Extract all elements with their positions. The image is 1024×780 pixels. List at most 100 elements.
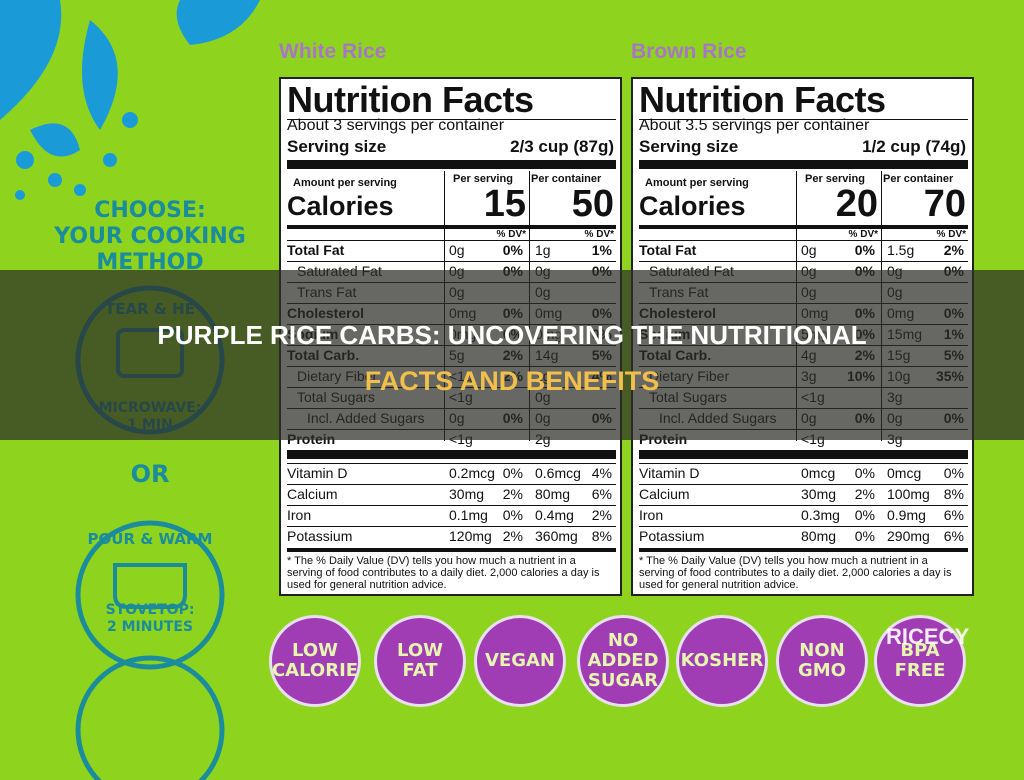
watermark: RICECY — [886, 624, 970, 649]
badge-line: GMO — [798, 660, 846, 681]
badge-line: SUGAR — [587, 670, 659, 691]
container-amount: 0.9mg — [887, 507, 926, 523]
rule — [287, 463, 616, 464]
rule — [287, 484, 616, 485]
dv-header: % DV* — [496, 229, 526, 240]
nutrient-name: Calcium — [639, 486, 690, 502]
serving-amount: 0.3mg — [801, 507, 840, 523]
title-line: PURPLE RICE CARBS: UNCOVERING THE NUTRIT… — [157, 320, 867, 350]
footnote: used for general nutrition advice. — [287, 579, 447, 591]
calories-container: 70 — [923, 183, 966, 225]
calories-serving: 20 — [835, 183, 878, 225]
serving-dv: 2% — [854, 486, 875, 502]
badge-text: VEGAN — [485, 651, 555, 671]
serving-amount: 30mg — [801, 486, 837, 502]
per-serving: Per serving — [805, 173, 865, 185]
label-title: Nutrition Facts — [287, 79, 534, 120]
container-dv: 0% — [943, 465, 964, 481]
rule — [639, 548, 968, 552]
rule — [287, 526, 616, 527]
calories-container: 50 — [571, 183, 614, 225]
calories-serving: 15 — [483, 183, 526, 225]
dv-header: % DV* — [848, 229, 878, 240]
container-dv: 6% — [591, 486, 612, 502]
badge-line: KOSHER — [680, 650, 764, 671]
per-serving: Per serving — [453, 173, 513, 185]
amount-label: Amount per serving — [293, 177, 397, 189]
nutrient-name: Calcium — [287, 486, 338, 502]
rule — [639, 225, 968, 229]
serving-size-label: Serving size — [639, 137, 739, 156]
container-dv: 8% — [943, 486, 964, 502]
container-amount: 290mg — [887, 528, 930, 544]
badge-text: LOW FAT — [397, 641, 443, 681]
badge-line: CALORIE — [271, 660, 359, 681]
serving-dv: 0% — [502, 507, 523, 523]
nutrient-name: Vitamin D — [287, 465, 348, 481]
rule — [287, 225, 616, 229]
nutrient-name: Vitamin D — [639, 465, 700, 481]
nutrient-name: Iron — [287, 507, 312, 523]
badge-text: LOW CALORIE — [272, 641, 358, 681]
nutrient-name: Total Fat — [639, 242, 697, 258]
container-dv: 6% — [943, 507, 964, 523]
rule — [639, 160, 968, 169]
label-title: Nutrition Facts — [639, 79, 886, 120]
badge-line: BPA — [900, 640, 940, 661]
footnote: serving of food contributes to a daily d… — [287, 567, 600, 579]
badge-line: LOW — [292, 640, 338, 661]
badge-line: LOW — [397, 640, 443, 661]
rule — [639, 526, 968, 527]
label-heading: Brown Rice — [631, 40, 747, 63]
dv-header: % DV* — [584, 229, 614, 240]
serving-amount: 0g — [801, 242, 817, 258]
serving-amount: 0mcg — [801, 465, 836, 481]
rule — [287, 119, 616, 120]
serving-dv: 0% — [854, 242, 875, 258]
serving-amount: 30mg — [449, 486, 485, 502]
servings: About 3 servings per container — [287, 117, 505, 134]
serving-size-label: Serving size — [287, 137, 387, 156]
dv-header: % DV* — [936, 229, 966, 240]
rule — [639, 240, 968, 241]
container-amount: 80mg — [535, 486, 571, 502]
rule — [639, 450, 968, 459]
badge: LOW CALORIE — [269, 615, 361, 707]
footnote: used for general nutrition advice. — [639, 579, 799, 591]
serving-dv: 0% — [854, 465, 875, 481]
serving-amount: 80mg — [801, 528, 837, 544]
container-amount: 360mg — [535, 528, 578, 544]
nutrient-name: Total Fat — [287, 242, 345, 258]
badge: LOW FAT — [374, 615, 466, 707]
serving-amount: 0.2mcg — [449, 465, 495, 481]
nutrient-name: Potassium — [639, 528, 705, 544]
rule — [287, 450, 616, 459]
badge: NON GMO — [776, 615, 868, 707]
badge-text: NO ADDED SUGAR — [587, 631, 658, 691]
serving-size: 2/3 cup (87g) — [510, 137, 614, 156]
badge-line: FAT — [402, 660, 438, 681]
serving-amount: 120mg — [449, 528, 492, 544]
rule — [639, 505, 968, 506]
container-amount: 1.5g — [887, 242, 915, 258]
container-dv: 2% — [591, 507, 612, 523]
serving-amount: 0.1mg — [449, 507, 488, 523]
container-dv: 6% — [943, 528, 964, 544]
serving-dv: 0% — [854, 507, 875, 523]
amount-label: Amount per serving — [645, 177, 749, 189]
container-amount: 100mg — [887, 486, 930, 502]
serving-dv: 2% — [502, 528, 523, 544]
rule — [287, 261, 616, 262]
title-overlay: PURPLE RICE CARBS: UNCOVERING THE NUTRIT… — [0, 270, 1024, 440]
footnote: * The % Daily Value (DV) tells you how m… — [639, 555, 928, 567]
container-amount: 0mcg — [887, 465, 922, 481]
calories-label: Calories — [639, 191, 746, 221]
leaf-decoration — [0, 0, 260, 200]
serving-dv: 0% — [502, 465, 523, 481]
rule — [639, 261, 968, 262]
container-amount: 0.6mcg — [535, 465, 581, 481]
rule — [287, 505, 616, 506]
serving-amount: 0g — [449, 242, 465, 258]
footnote: * The % Daily Value (DV) tells you how m… — [287, 555, 576, 567]
label-heading: White Rice — [279, 40, 387, 63]
